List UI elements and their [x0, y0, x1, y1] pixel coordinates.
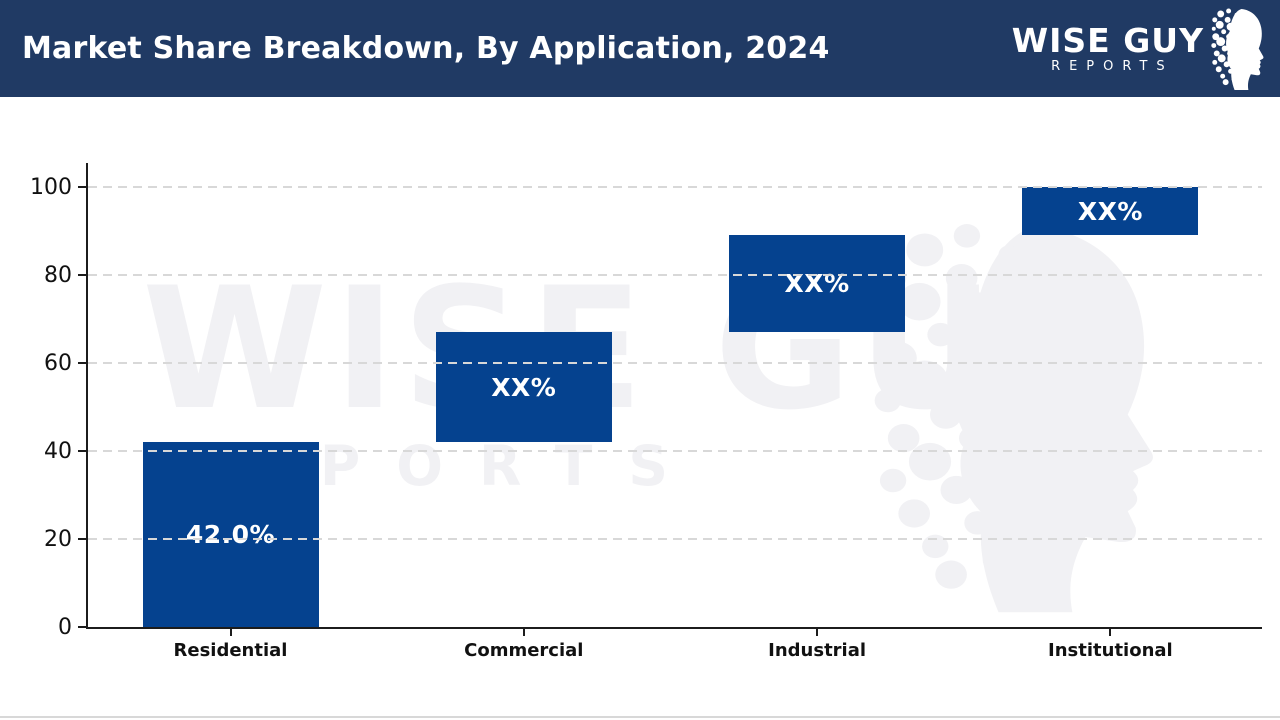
report-header: Market Share Breakdown, By Application, … — [0, 0, 1280, 97]
bar-industrial: XX% — [729, 235, 906, 333]
bar-residential: 42.0% — [142, 442, 319, 627]
y-axis-line — [86, 163, 88, 629]
x-axis-label-commercial: Commercial — [464, 640, 584, 661]
gridline-40 — [88, 450, 1262, 452]
x-axis-tick-commercial — [522, 629, 525, 636]
y-axis-tick-label-100: 100 — [30, 174, 72, 200]
bar-commercial: XX% — [435, 332, 612, 443]
x-axis-tick-industrial — [816, 629, 819, 636]
y-axis-tick-20 — [78, 538, 86, 540]
logo-head-icon — [1211, 7, 1264, 90]
x-axis-tick-residential — [229, 629, 232, 636]
gridline-80 — [88, 274, 1262, 276]
y-axis-tick-0 — [78, 626, 86, 628]
y-axis-tick-label-60: 60 — [44, 350, 72, 376]
y-axis-tick-40 — [78, 450, 86, 452]
x-axis-tick-institutional — [1109, 629, 1112, 636]
bar-institutional: XX% — [1022, 187, 1199, 236]
bar-value-label-commercial: XX% — [491, 372, 557, 402]
logo-wordmark: WISE GUY — [1011, 21, 1204, 60]
y-axis-tick-label-20: 20 — [44, 526, 72, 552]
y-axis-tick-60 — [78, 362, 86, 364]
bar-value-label-institutional: XX% — [1077, 196, 1143, 226]
y-axis-tick-label-0: 0 — [58, 614, 72, 640]
logo-subtitle: REPORTS — [1051, 59, 1174, 74]
bar-value-label-residential: 42.0% — [185, 520, 276, 550]
wise-guy-logo: WISE GUY REPORTS — [1012, 0, 1268, 97]
x-axis-label-industrial: Industrial — [768, 640, 867, 661]
gridline-100 — [88, 186, 1262, 188]
x-axis-line — [86, 627, 1262, 629]
x-axis-label-residential: Residential — [173, 640, 288, 661]
chart-title: Market Share Breakdown, By Application, … — [22, 31, 830, 66]
y-axis-tick-80 — [78, 274, 86, 276]
x-axis-label-institutional: Institutional — [1048, 640, 1173, 661]
watermark-head-icon — [874, 224, 1153, 613]
gridline-20 — [88, 538, 1262, 540]
bottom-border — [0, 716, 1280, 718]
y-axis-tick-100 — [78, 186, 86, 188]
gridline-60 — [88, 362, 1262, 364]
y-axis-tick-label-40: 40 — [44, 438, 72, 464]
y-axis-tick-label-80: 80 — [44, 262, 72, 288]
chart-canvas: WISE GUY REPORTS 0 20 40 60 80 100 42.0% Reside… — [0, 97, 1280, 720]
logo-text: WISE GUY REPORTS — [1012, 24, 1204, 73]
